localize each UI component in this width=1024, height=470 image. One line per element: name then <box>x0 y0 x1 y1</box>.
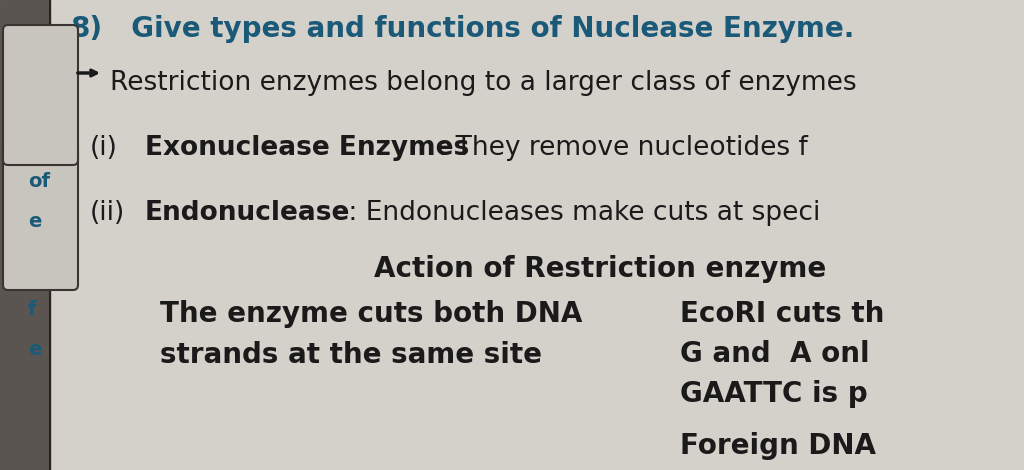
Text: : They remove nucleotides f: : They remove nucleotides f <box>430 135 808 161</box>
Text: GAATTC is p: GAATTC is p <box>680 380 867 408</box>
Text: 8): 8) <box>70 15 102 43</box>
Text: EcoRI cuts th: EcoRI cuts th <box>680 300 885 328</box>
Text: The enzyme cuts both DNA
strands at the same site: The enzyme cuts both DNA strands at the … <box>160 300 583 369</box>
FancyBboxPatch shape <box>3 25 78 165</box>
Text: e: e <box>28 340 41 359</box>
Text: f: f <box>28 300 37 319</box>
Text: Give types and functions of Nuclease Enzyme.: Give types and functions of Nuclease Enz… <box>112 15 854 43</box>
Text: : Endonucleases make cuts at speci: : Endonucleases make cuts at speci <box>340 200 820 226</box>
Text: Exonuclease Enzymes: Exonuclease Enzymes <box>145 135 469 161</box>
Text: of: of <box>28 172 50 191</box>
Text: (i): (i) <box>90 135 118 161</box>
Text: Endonuclease: Endonuclease <box>145 200 350 226</box>
Text: G and  A onl: G and A onl <box>680 340 869 368</box>
FancyBboxPatch shape <box>3 145 78 290</box>
Text: Foreign DNA: Foreign DNA <box>680 432 876 460</box>
Text: (ii): (ii) <box>90 200 125 226</box>
Text: e: e <box>28 212 41 231</box>
Text: Action of Restriction enzyme: Action of Restriction enzyme <box>374 255 826 283</box>
Text: Restriction enzymes belong to a larger class of enzymes: Restriction enzymes belong to a larger c… <box>110 70 857 96</box>
Bar <box>0 0 50 470</box>
